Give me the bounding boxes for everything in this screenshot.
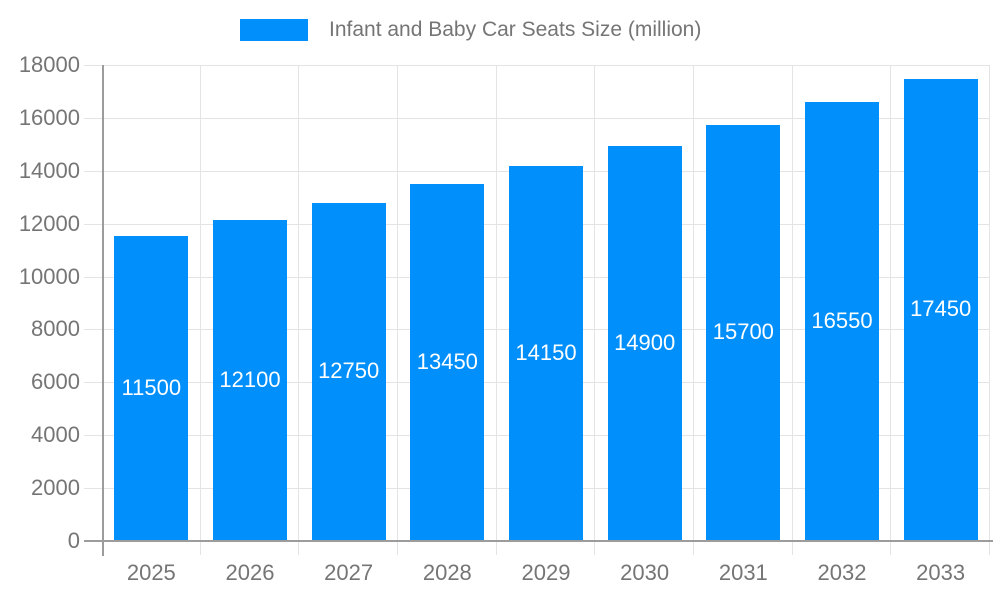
bar-2027[interactable]: 12750 xyxy=(311,202,386,540)
v-gridline xyxy=(989,65,990,555)
x-axis-tick-label: 2026 xyxy=(225,560,275,585)
y-axis-tick-label: 14000 xyxy=(18,157,80,183)
y-axis-tick-label: 18000 xyxy=(18,52,80,77)
legend-item[interactable]: Infant and Baby Car Seats Size (million) xyxy=(240,18,701,42)
y-axis-tick-label: 6000 xyxy=(31,369,80,395)
y-axis-tick-label: 10000 xyxy=(18,263,80,289)
legend-swatch xyxy=(240,19,308,41)
bar-value-label: 17450 xyxy=(910,296,972,322)
v-gridline xyxy=(199,65,201,555)
x-axis-tick-label: 2030 xyxy=(620,560,670,585)
x-axis-tick-label: 2028 xyxy=(422,560,472,585)
v-gridline xyxy=(890,65,892,555)
y-axis-tick-label: 12000 xyxy=(18,210,80,236)
bar-value-label: 12750 xyxy=(318,358,380,384)
bar-value-label: 13450 xyxy=(416,349,478,375)
bar-2033[interactable]: 17450 xyxy=(903,78,978,540)
v-gridline xyxy=(693,65,694,555)
bar-2031[interactable]: 15700 xyxy=(706,124,781,540)
x-axis-tick-label: 2033 xyxy=(916,560,966,585)
v-gridline xyxy=(791,65,793,555)
plot-area: 11500 12100 12750 13450 14150 14900 15700 16550… xyxy=(84,65,993,556)
y-axis-tick-label: 0 xyxy=(67,528,80,553)
v-gridline xyxy=(397,65,398,555)
y-axis-line xyxy=(102,65,104,556)
bar-value-label: 15700 xyxy=(712,319,774,345)
x-axis-line xyxy=(84,540,993,542)
bar-2030[interactable]: 14900 xyxy=(607,145,682,540)
bar-2029[interactable]: 14150 xyxy=(509,165,583,540)
x-axis-tick-label: 2031 xyxy=(718,560,768,585)
x-axis-tick-label: 2027 xyxy=(324,560,374,585)
bar-value-label: 12100 xyxy=(219,367,281,393)
x-axis-tick-label: 2029 xyxy=(521,560,571,585)
bar-value-label: 14900 xyxy=(614,329,676,355)
y-axis-tick-label: 2000 xyxy=(31,475,80,501)
v-gridline xyxy=(495,65,497,555)
bar-value-label: 16550 xyxy=(811,308,873,334)
bar-value-label: 14150 xyxy=(515,339,577,365)
v-gridline xyxy=(594,65,596,555)
x-axis-tick-label: 2032 xyxy=(817,560,867,585)
h-gridline xyxy=(84,65,990,66)
bar-2026[interactable]: 12100 xyxy=(213,220,287,540)
legend-label: Infant and Baby Car Seats Size (million) xyxy=(329,18,702,41)
bar-value-label: 11500 xyxy=(121,374,182,400)
y-axis-tick-label: 16000 xyxy=(18,104,80,130)
bar-2032[interactable]: 16550 xyxy=(805,102,879,540)
bar-2025[interactable]: 11500 xyxy=(114,235,189,540)
x-axis-tick-label: 2025 xyxy=(126,560,176,585)
y-axis-tick-label: 4000 xyxy=(31,422,80,448)
h-gridline xyxy=(84,117,990,119)
v-gridline xyxy=(298,65,300,555)
bar-2028[interactable]: 13450 xyxy=(410,184,485,540)
y-axis-tick-label: 8000 xyxy=(31,316,80,342)
